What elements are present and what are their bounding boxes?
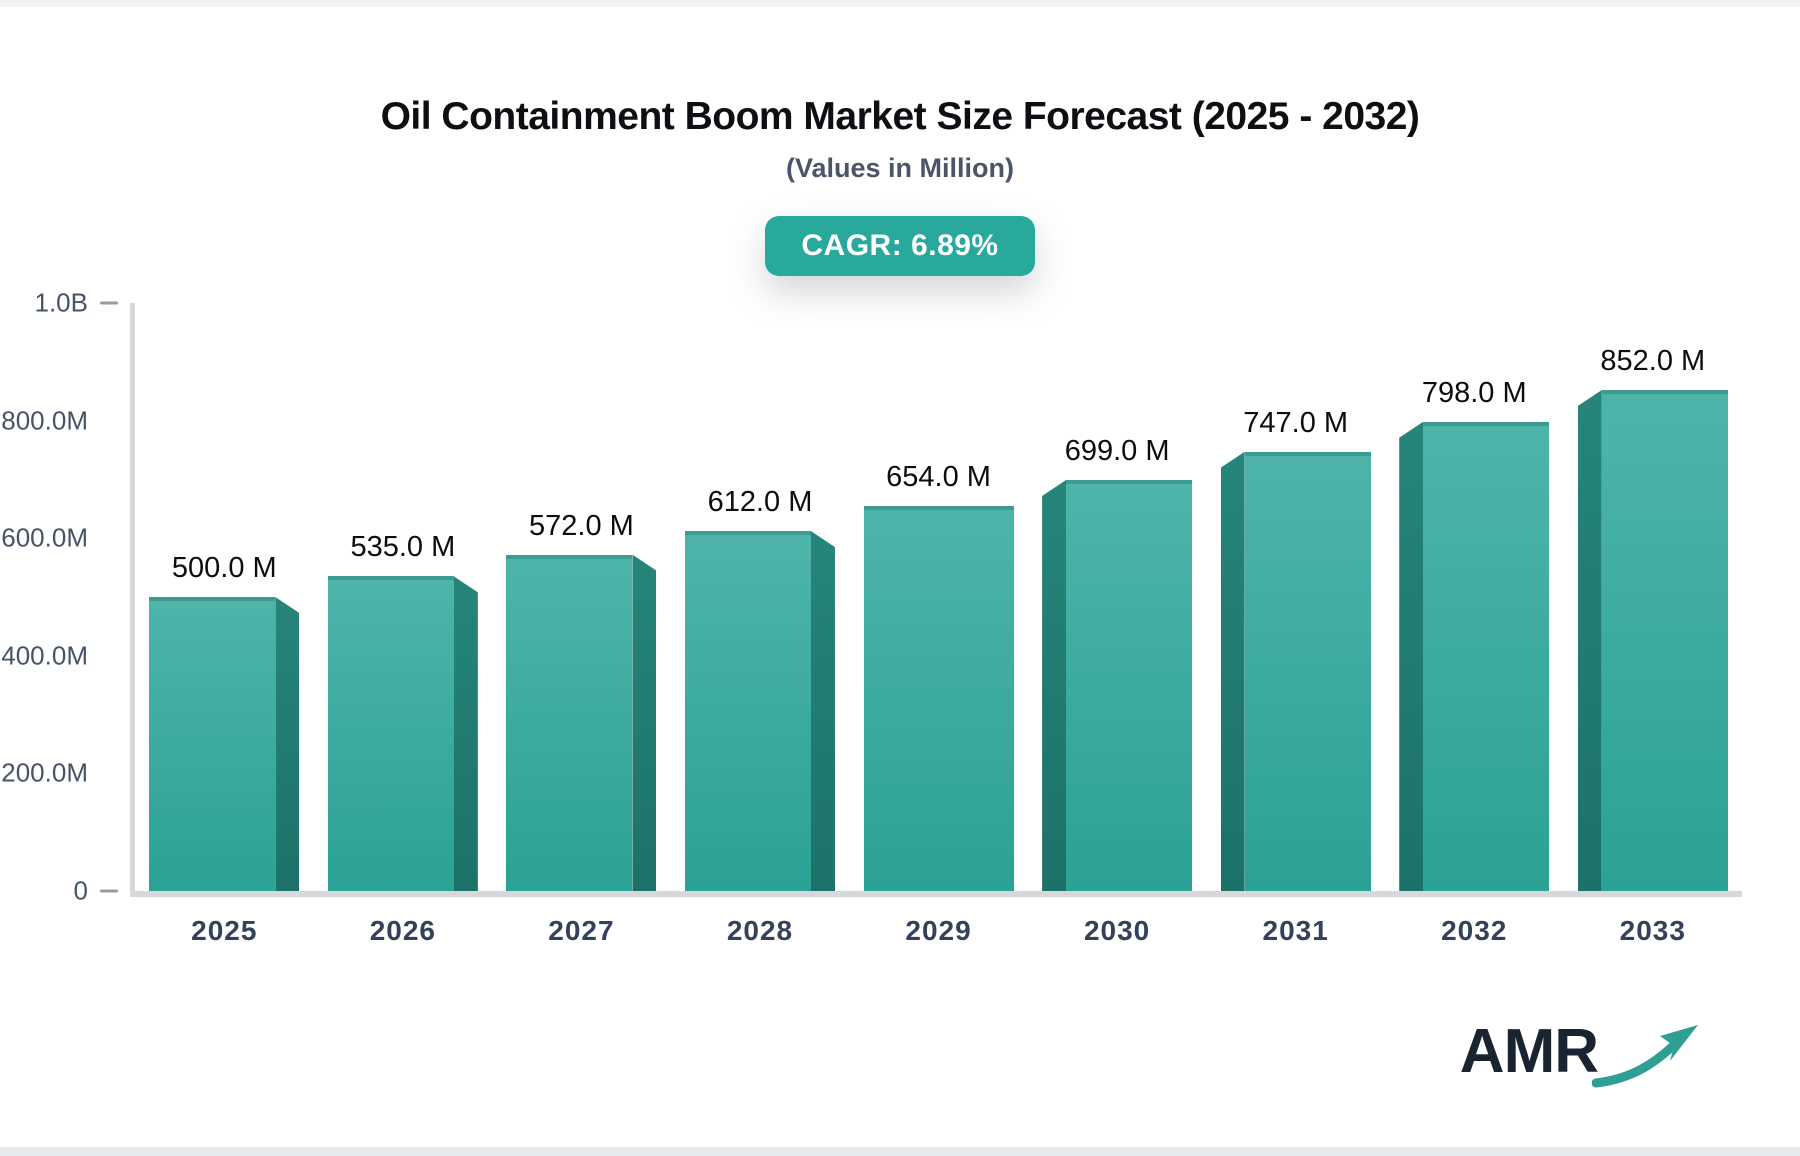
y-tick-label: 400.0M [1, 640, 88, 671]
x-axis-label-2026: 2026 [369, 915, 436, 946]
trend-up-arrow-icon [1592, 1025, 1698, 1088]
bar-face [1601, 390, 1728, 891]
bar-value-label-2031: 747.0 M [1243, 406, 1349, 439]
bar-3d-side [1220, 451, 1245, 891]
bar-3d-side [275, 597, 300, 891]
x-axis-labels: 2025 2026 2027 2028 2029 2030 2031 2032 2033 [135, 915, 1742, 947]
bar-value-label-2029: 654.0 M [886, 461, 991, 494]
bar-face [1066, 480, 1193, 891]
amr-logo: AMR [1460, 1021, 1702, 1089]
plot-area: 500.0 M 535.0 M 572.0 M 612.0 M 654.0 M 699.0… [130, 303, 1742, 946]
tick-dash [100, 889, 118, 893]
bar-slot-2027: 572.0 M [492, 303, 671, 891]
bar-2030[interactable] [1042, 480, 1193, 891]
bar-2032[interactable] [1399, 421, 1550, 891]
x-axis-label-2027: 2027 [548, 915, 615, 946]
bar-slot-2033: 852.0 M [1564, 303, 1743, 891]
bar-value-label-2025: 500.0 M [171, 552, 277, 584]
y-axis-tick-400.0M: 400.0M [1, 640, 118, 671]
bars-row: 500.0 M 535.0 M 572.0 M 612.0 M 654.0 M 699.0… [135, 303, 1742, 891]
bar-value-label-2032: 798.0 M [1421, 376, 1527, 409]
y-tick-label: 1.0B [34, 287, 89, 318]
x-axis-label-2028: 2028 [726, 915, 794, 946]
y-axis-tick-0: 0 [74, 876, 118, 907]
bar-slot-2032: 798.0 M [1385, 303, 1564, 891]
y-tick-label: 200.0M [1, 757, 88, 788]
tick-dash [100, 301, 118, 305]
y-axis-tick-1.0B: 1.0B [34, 287, 118, 319]
bar-face [1244, 451, 1371, 891]
bar-face [684, 531, 811, 891]
cagr-badge: CAGR: 6.89% [765, 216, 1035, 276]
bar-slot-2030: 699.0 M [1028, 303, 1207, 891]
y-axis-tick-600.0M: 600.0M [1, 523, 118, 554]
bar-value-label-2026: 535.0 M [350, 531, 456, 564]
bar-face [506, 554, 633, 891]
y-tick-label: 0 [73, 875, 88, 906]
bar-value-label-2027: 572.0 M [529, 509, 634, 542]
bar-slot-2031: 747.0 M [1206, 303, 1385, 891]
bar-2028[interactable] [684, 531, 835, 891]
bar-3d-side [1042, 480, 1067, 891]
x-axis-line [130, 891, 1742, 897]
x-axis-label-2029: 2029 [905, 915, 972, 946]
bar-face [863, 506, 1014, 891]
bar-2026[interactable] [327, 576, 478, 891]
bar-3d-side [1577, 390, 1602, 891]
bar-value-label-2028: 612.0 M [707, 486, 813, 519]
x-axis-label-2032: 2032 [1441, 915, 1508, 946]
bar-slot-2026: 535.0 M [314, 303, 493, 891]
chart-title: Oil Containment Boom Market Size Forecas… [380, 95, 1420, 138]
bar-3d-side [632, 554, 657, 891]
bar-face [1423, 421, 1550, 891]
y-axis-tick-800.0M: 800.0M [1, 405, 118, 436]
bar-2025[interactable] [149, 597, 300, 891]
amr-logo-text: AMR [1459, 1017, 1599, 1086]
bar-slot-2028: 612.0 M [671, 303, 850, 891]
y-tick-label: 800.0M [1, 405, 88, 436]
bar-face [327, 576, 454, 891]
bar-slot-2025: 500.0 M [135, 303, 314, 891]
chart-subtitle: (Values in Million) [785, 153, 1015, 183]
bar-2031[interactable] [1220, 451, 1371, 891]
bar-3d-side [810, 531, 835, 891]
y-tick-label: 600.0M [1, 522, 88, 553]
x-axis-label-2025: 2025 [191, 915, 258, 946]
bar-slot-2029: 654.0 M [849, 303, 1028, 891]
bar-2029[interactable] [863, 506, 1014, 891]
x-axis-label-2031: 2031 [1262, 915, 1329, 946]
bar-value-label-2030: 699.0 M [1064, 435, 1170, 467]
bar-face [149, 597, 276, 891]
bar-3d-side [1399, 421, 1424, 891]
y-axis-labels: 0 200.0M 400.0M 600.0M 800.0M 1.0B [0, 288, 118, 906]
x-axis-label-2030: 2030 [1083, 915, 1151, 946]
bar-value-label-2033: 852.0 M [1600, 345, 1706, 378]
bar-3d-side [453, 576, 478, 891]
x-axis-label-2033: 2033 [1619, 915, 1686, 946]
bar-2033[interactable] [1577, 390, 1728, 891]
cagr-badge-container: CAGR: 6.89% [0, 216, 1800, 276]
y-axis-tick-200.0M: 200.0M [1, 758, 118, 789]
bar-2027[interactable] [506, 554, 657, 891]
